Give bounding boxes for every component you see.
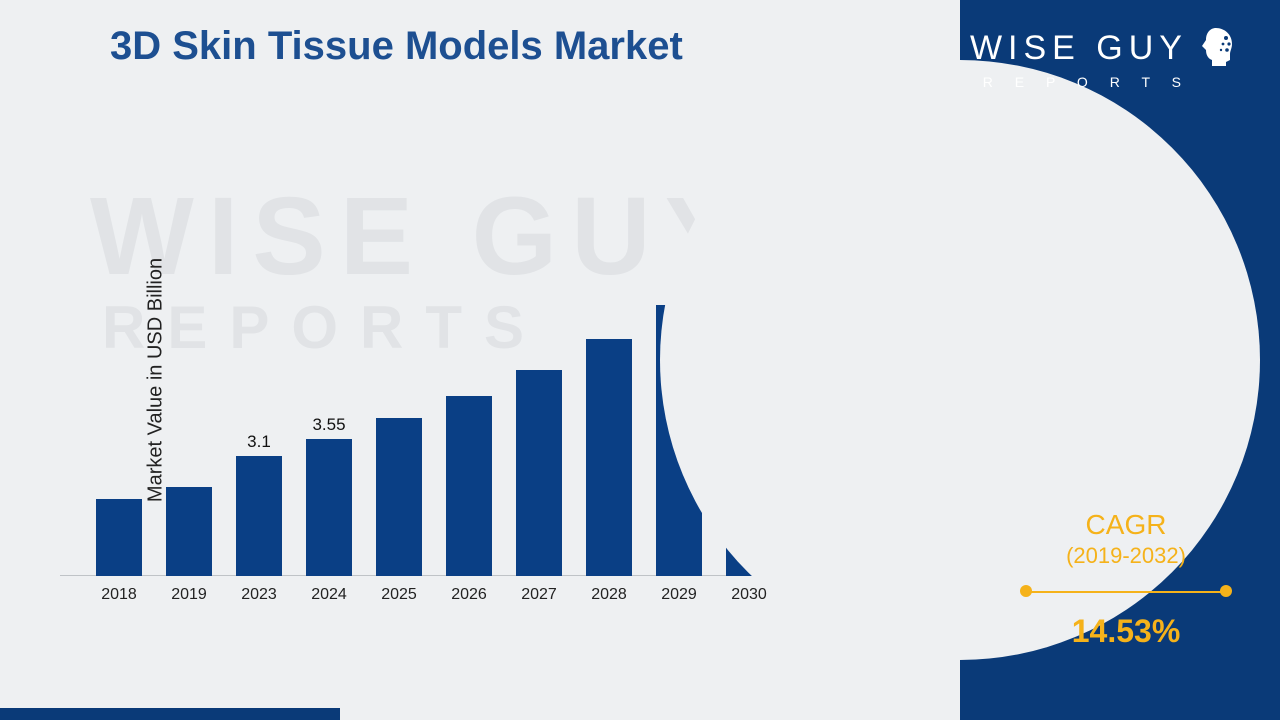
x-tick-label: 2025 bbox=[364, 586, 434, 604]
side-panel: WISE GUY R E P O R T S CAGR (2019-2032) … bbox=[960, 0, 1280, 720]
bar bbox=[586, 339, 632, 576]
cagr-value: 14.53% bbox=[1006, 613, 1246, 650]
bar bbox=[376, 418, 422, 576]
bar: 3.1 bbox=[236, 456, 282, 576]
x-tick-label: 2023 bbox=[224, 586, 294, 604]
x-tick-label: 2019 bbox=[154, 586, 224, 604]
head-icon bbox=[1196, 24, 1244, 72]
bar bbox=[166, 487, 212, 576]
cagr-range: (2019-2032) bbox=[1006, 543, 1246, 569]
x-tick-label: 2028 bbox=[574, 586, 644, 604]
dot-icon bbox=[1220, 585, 1232, 597]
x-tick-label: 2024 bbox=[294, 586, 364, 604]
bar bbox=[516, 370, 562, 576]
logo-main-text: WISE GUY bbox=[970, 31, 1188, 65]
dot-icon bbox=[1020, 585, 1032, 597]
x-tick-label: 2029 bbox=[644, 586, 714, 604]
x-tick-label: 2026 bbox=[434, 586, 504, 604]
cagr-separator bbox=[1026, 583, 1226, 599]
x-tick-label: 2018 bbox=[84, 586, 154, 604]
bar bbox=[446, 396, 492, 576]
bar-value-label: 3.1 bbox=[236, 432, 282, 452]
x-tick-label: 2027 bbox=[504, 586, 574, 604]
bar: 3.55 bbox=[306, 439, 352, 576]
brand-logo: WISE GUY R E P O R T S bbox=[970, 24, 1244, 90]
chart-title: 3D Skin Tissue Models Market bbox=[110, 24, 683, 69]
cagr-title: CAGR bbox=[1006, 509, 1246, 541]
bar bbox=[96, 499, 142, 576]
bar-value-label: 3.55 bbox=[306, 415, 352, 435]
bottom-accent-bar bbox=[0, 708, 340, 720]
report-graphic: WISE GUY REPORTS 3D Skin Tissue Models M… bbox=[0, 0, 1280, 720]
logo-sub-text: R E P O R T S bbox=[970, 74, 1244, 90]
cagr-block: CAGR (2019-2032) 14.53% bbox=[1006, 509, 1246, 650]
